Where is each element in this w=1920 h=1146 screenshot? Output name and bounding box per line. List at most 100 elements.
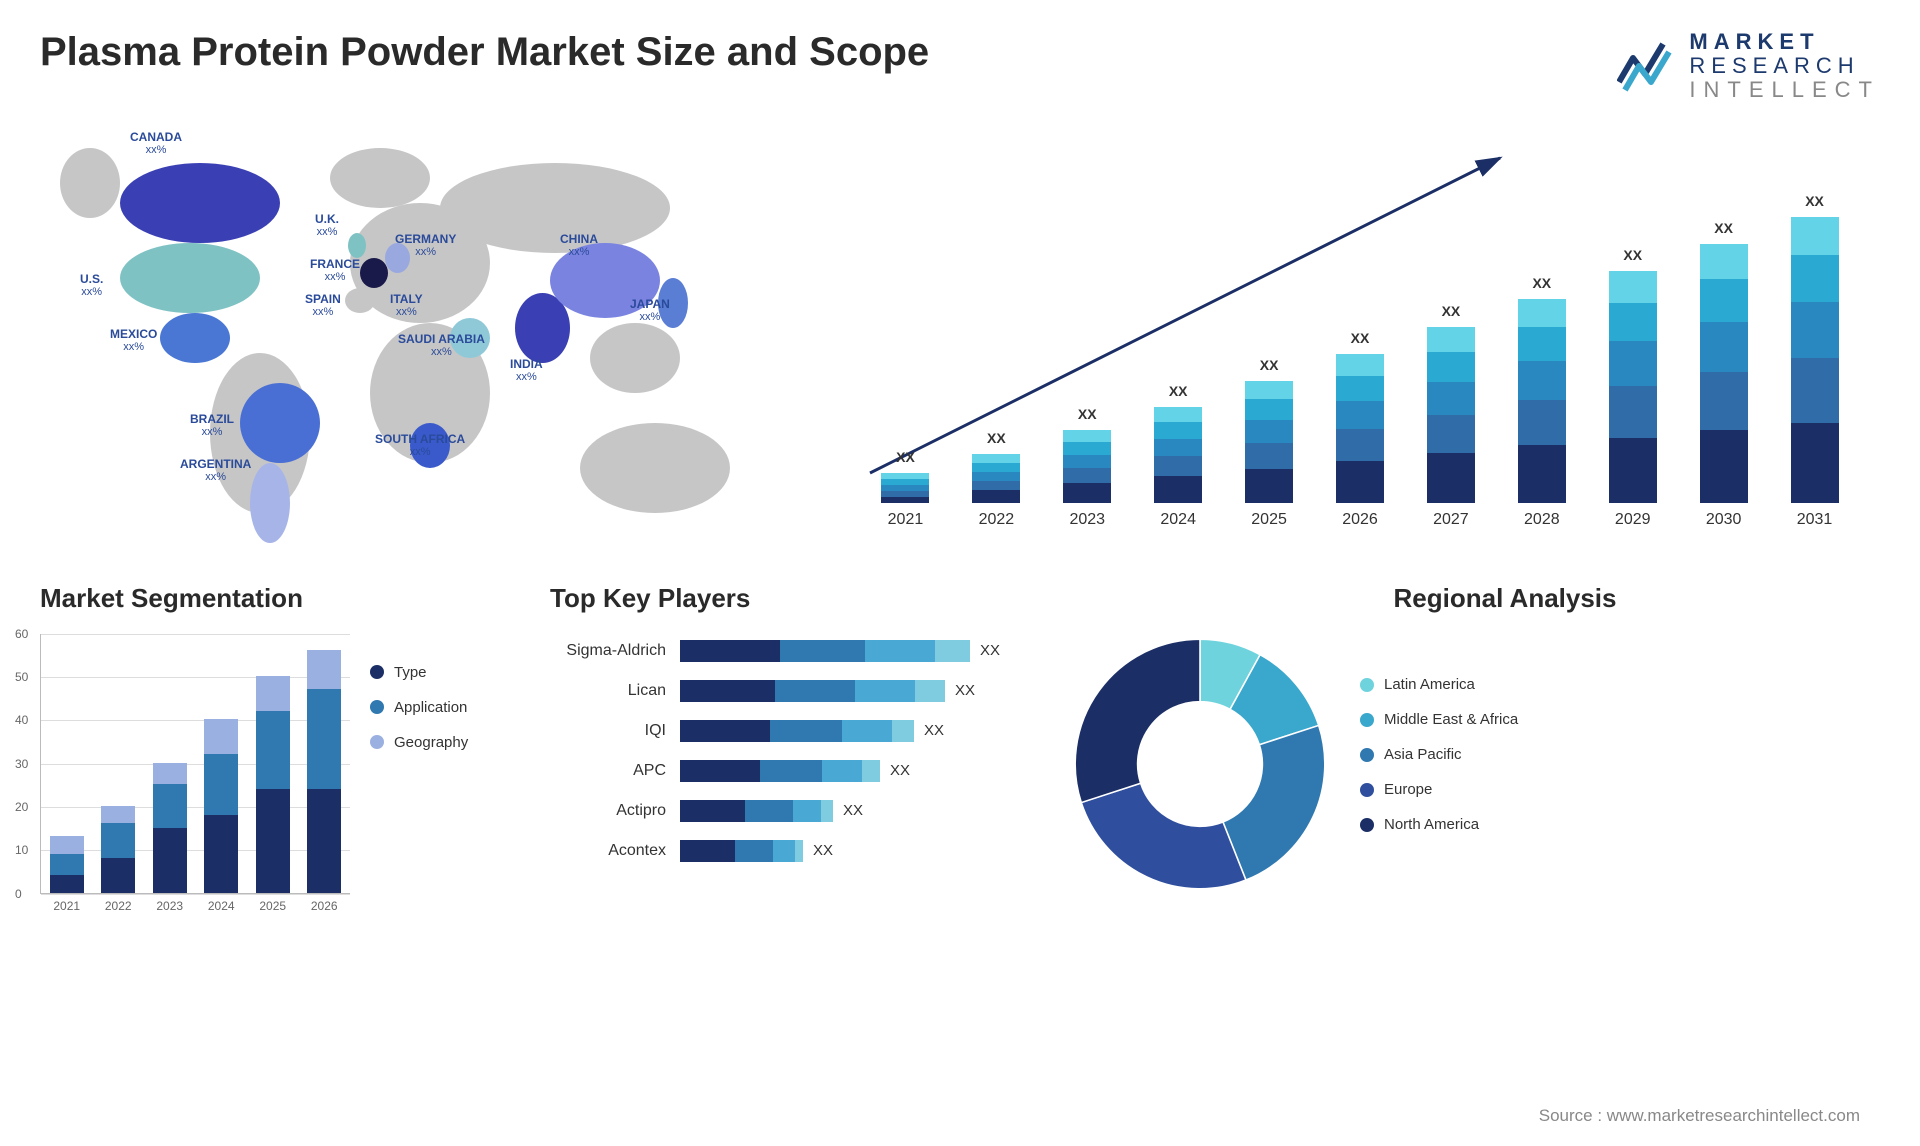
forecast-bar-segment [1791,423,1839,503]
key-player-bar [680,840,803,862]
logo-line1: MARKET [1689,30,1880,54]
forecast-year-label: 2030 [1706,511,1742,529]
gridline [41,807,350,808]
segmentation-legend: TypeApplicationGeography [370,634,510,894]
segmentation-bar-segment [153,784,187,827]
forecast-bar-segment [1154,407,1202,422]
forecast-bar: XX2027 [1427,327,1475,503]
key-player-bar-segment [865,640,935,662]
key-player-bar-segment [915,680,945,702]
segmentation-title: Market Segmentation [40,583,510,614]
forecast-bar-segment [1518,299,1566,327]
forecast-bar-segment [1427,382,1475,415]
bottom-row: Market Segmentation 01020304050602021202… [40,583,1880,894]
forecast-bar-segment [1518,445,1566,503]
forecast-bar-segment [1336,354,1384,376]
key-player-bar-segment [855,680,915,702]
forecast-bar-segment [1427,453,1475,503]
forecast-bar-segment [1791,217,1839,255]
y-axis-tick: 50 [15,670,28,684]
forecast-bar-segment [1700,430,1748,503]
segmentation-year-label: 2021 [53,899,80,913]
key-player-bar-segment [745,800,793,822]
legend-swatch [1360,818,1374,832]
key-player-bar-segment [680,720,770,742]
forecast-year-label: 2024 [1160,511,1196,529]
donut-svg [1070,634,1330,894]
country-label: MEXICOxx% [110,328,157,353]
key-player-value: XX [843,802,863,819]
forecast-bar-value: XX [1714,220,1733,236]
forecast-year-label: 2028 [1524,511,1560,529]
forecast-bar-segment [1336,429,1384,461]
forecast-bar-segment [1518,400,1566,445]
key-player-name: Lican [550,682,680,700]
forecast-bar: XX2025 [1245,381,1293,503]
country-label: U.K.xx% [315,213,339,238]
key-player-bar-segment [773,840,795,862]
forecast-bar-segment [972,472,1020,481]
key-player-bar [680,760,880,782]
forecast-bar-segment [1245,443,1293,469]
regional-chart: Latin AmericaMiddle East & AfricaAsia Pa… [1070,634,1880,894]
key-player-bar-segment [680,840,735,862]
forecast-year-label: 2023 [1069,511,1105,529]
legend-item: Asia Pacific [1360,746,1880,763]
key-players-panel: Top Key Players Sigma-AldrichXXLicanXXIQ… [550,583,1030,894]
forecast-bar-value: XX [896,449,915,465]
segmentation-year-label: 2026 [311,899,338,913]
forecast-bar: XX2026 [1336,354,1384,503]
regional-legend: Latin AmericaMiddle East & AfricaAsia Pa… [1360,676,1880,851]
key-player-bar-segment [793,800,821,822]
y-axis-tick: 60 [15,627,28,641]
forecast-bar-segment [1609,303,1657,341]
y-axis-tick: 10 [15,843,28,857]
country-label: JAPANxx% [630,298,670,323]
segmentation-bar-segment [101,823,135,858]
country-label: CHINAxx% [560,233,598,258]
brand-logo: MARKET RESEARCH INTELLECT [1617,30,1880,103]
country-label: CANADAxx% [130,131,182,156]
key-player-bar-segment [862,760,880,782]
forecast-bar-segment [1063,455,1111,468]
key-player-bar-segment [822,760,862,782]
forecast-chart-panel: XX2021XX2022XX2023XX2024XX2025XX2026XX20… [840,123,1880,543]
segmentation-bar: 2024 [204,719,238,892]
forecast-bar-segment [1154,456,1202,476]
forecast-bar-segment [1245,381,1293,399]
forecast-bar-segment [1063,483,1111,503]
legend-swatch [370,700,384,714]
key-players-chart: Sigma-AldrichXXLicanXXIQIXXAPCXXActiproX… [550,634,1030,868]
key-player-value: XX [890,762,910,779]
key-player-name: Acontex [550,842,680,860]
forecast-bar-segment [1336,376,1384,401]
key-player-row: ActiproXX [550,794,1030,828]
forecast-bar-value: XX [1623,247,1642,263]
y-axis-tick: 0 [15,887,22,901]
segmentation-bar-segment [204,815,238,893]
legend-label: Type [394,664,427,681]
key-player-name: APC [550,762,680,780]
forecast-bar-segment [1700,279,1748,322]
forecast-bar-segment [1336,401,1384,429]
key-player-value: XX [924,722,944,739]
gridline [41,850,350,851]
forecast-bar-value: XX [1078,406,1097,422]
forecast-chart: XX2021XX2022XX2023XX2024XX2025XX2026XX20… [860,153,1860,503]
country-label: ITALYxx% [390,293,423,318]
key-player-bar [680,640,970,662]
key-player-bar-segment [821,800,833,822]
country-label: FRANCExx% [310,258,360,283]
segmentation-bar-segment [307,789,341,893]
forecast-bar-value: XX [987,430,1006,446]
forecast-bar-segment [1791,255,1839,302]
key-player-name: Sigma-Aldrich [550,642,680,660]
regional-donut [1070,634,1330,894]
key-player-bar-segment [935,640,970,662]
segmentation-bar-segment [50,854,84,876]
donut-slice [1075,639,1200,802]
regional-panel: Regional Analysis Latin AmericaMiddle Ea… [1070,583,1880,894]
segmentation-bar-segment [153,763,187,785]
country-label: SAUDI ARABIAxx% [398,333,485,358]
forecast-bar: XX2022 [972,454,1020,503]
